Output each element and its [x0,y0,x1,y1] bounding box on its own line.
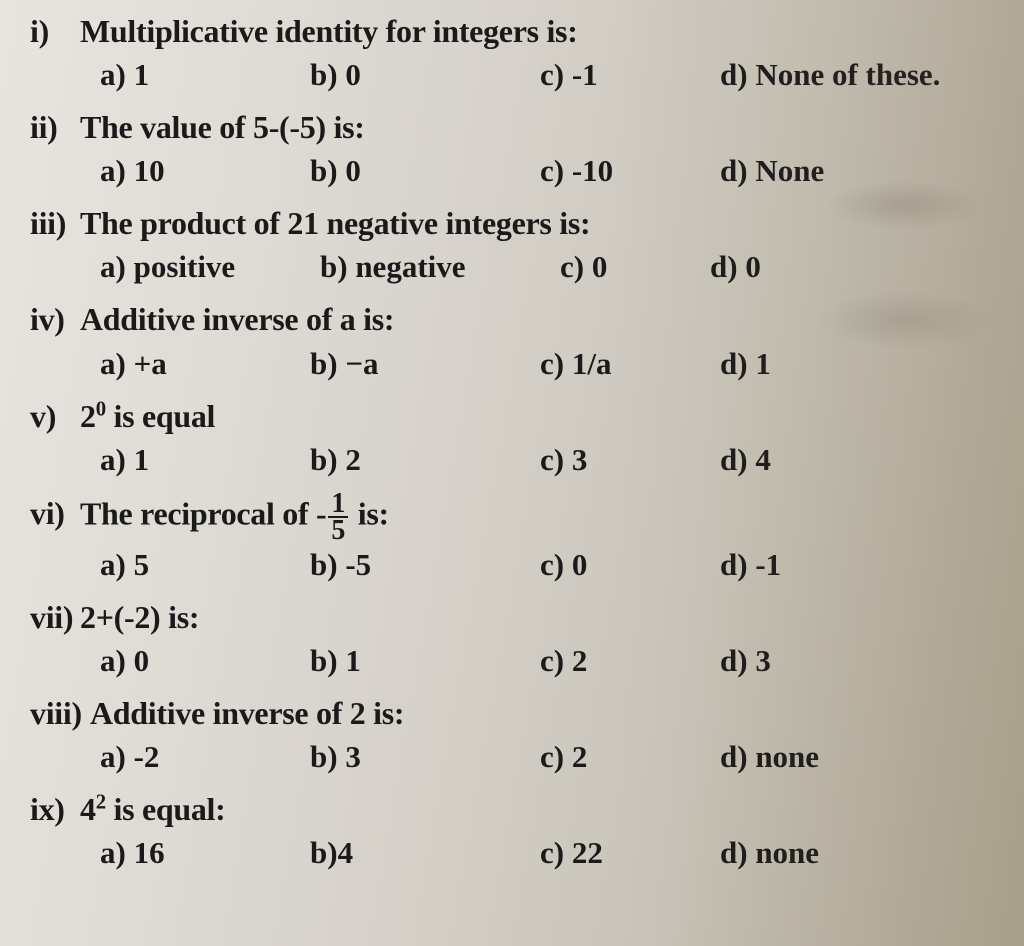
option-d: d) none [720,735,819,780]
question-body-post: is equal: [106,791,226,827]
option-d: d) none [720,831,819,876]
question-number: iv) [30,298,80,341]
question-text: ix)42 is equal: [30,788,994,831]
question-text: viii)Additive inverse of 2 is: [30,692,994,735]
option-a: a) positive [100,245,320,290]
options-row: a) 0 b) 1 c) 2 d) 3 [30,639,994,684]
question-number: viii) [30,692,90,735]
question-iv: iv)Additive inverse of a is: a) +a b) −a… [30,298,994,386]
option-c: c) 0 [540,543,720,588]
option-d: d) None [720,149,824,194]
options-row: a) 16 b)4 c) 22 d) none [30,831,994,876]
superscript: 0 [96,397,106,420]
question-body: Multiplicative identity for integers is: [80,13,578,49]
superscript: 2 [96,791,106,814]
question-body-post: is equal [106,398,215,434]
question-i: i)Multiplicative identity for integers i… [30,10,994,98]
options-row: a) +a b) −a c) 1/a d) 1 [30,342,994,387]
option-d: d) 1 [720,342,771,387]
options-row: a) positive b) negative c) 0 d) 0 [30,245,994,290]
question-iii: iii)The product of 21 negative integers … [30,202,994,290]
question-number: v) [30,395,80,438]
option-c: c) 0 [560,245,710,290]
options-row: a) 5 b) -5 c) 0 d) -1 [30,543,994,588]
option-c: c) 1/a [540,342,720,387]
option-b: b) −a [310,342,540,387]
question-number: i) [30,10,80,53]
question-body: Additive inverse of a is: [80,301,394,337]
options-row: a) 1 b) 0 c) -1 d) None of these. [30,53,994,98]
question-body: The value of 5-(-5) is: [80,109,365,145]
question-body-pre: The reciprocal of - [80,495,326,531]
option-b: b) 0 [310,149,540,194]
question-text: iii)The product of 21 negative integers … [30,202,994,245]
option-b: b) negative [320,245,560,290]
option-b: b) 0 [310,53,540,98]
question-vii: vii)2+(-2) is: a) 0 b) 1 c) 2 d) 3 [30,596,994,684]
option-c: c) -1 [540,53,720,98]
option-d: d) 4 [720,438,771,483]
fraction: 15 [328,491,348,543]
option-c: c) 22 [540,831,720,876]
question-body: The product of 21 negative integers is: [80,205,590,241]
option-c: c) -10 [540,149,720,194]
question-text: vi)The reciprocal of -15 is: [30,491,994,543]
option-b: b) 3 [310,735,540,780]
option-d: d) 0 [710,245,761,290]
question-body-pre: 2 [80,398,96,434]
question-ii: ii)The value of 5-(-5) is: a) 10 b) 0 c)… [30,106,994,194]
question-text: vii)2+(-2) is: [30,596,994,639]
question-text: iv)Additive inverse of a is: [30,298,994,341]
option-a: a) 10 [100,149,310,194]
question-body-post: is: [350,495,389,531]
option-d: d) -1 [720,543,781,588]
option-d: d) 3 [720,639,771,684]
question-text: ii)The value of 5-(-5) is: [30,106,994,149]
question-number: vii) [30,596,80,639]
option-a: a) 0 [100,639,310,684]
question-vi: vi)The reciprocal of -15 is: a) 5 b) -5 … [30,491,994,588]
fraction-numerator: 1 [328,491,348,518]
question-viii: viii)Additive inverse of 2 is: a) -2 b) … [30,692,994,780]
option-b: b) 1 [310,639,540,684]
option-c: c) 3 [540,438,720,483]
question-v: v)20 is equal a) 1 b) 2 c) 3 d) 4 [30,395,994,483]
question-body: 2+(-2) is: [80,599,199,635]
option-a: a) -2 [100,735,310,780]
question-body-pre: 4 [80,791,96,827]
option-b: b) 2 [310,438,540,483]
option-a: a) +a [100,342,310,387]
option-a: a) 1 [100,438,310,483]
option-a: a) 1 [100,53,310,98]
question-number: iii) [30,202,80,245]
option-a: a) 16 [100,831,310,876]
fraction-denominator: 5 [328,518,348,543]
options-row: a) 1 b) 2 c) 3 d) 4 [30,438,994,483]
question-number: ix) [30,788,80,831]
question-body: Additive inverse of 2 is: [90,695,404,731]
option-c: c) 2 [540,735,720,780]
option-c: c) 2 [540,639,720,684]
question-number: ii) [30,106,80,149]
options-row: a) 10 b) 0 c) -10 d) None [30,149,994,194]
question-text: i)Multiplicative identity for integers i… [30,10,994,53]
options-row: a) -2 b) 3 c) 2 d) none [30,735,994,780]
option-b: b) -5 [310,543,540,588]
option-a: a) 5 [100,543,310,588]
option-d: d) None of these. [720,53,940,98]
question-text: v)20 is equal [30,395,994,438]
question-number: vi) [30,492,80,535]
option-b: b)4 [310,831,540,876]
question-ix: ix)42 is equal: a) 16 b)4 c) 22 d) none [30,788,994,876]
